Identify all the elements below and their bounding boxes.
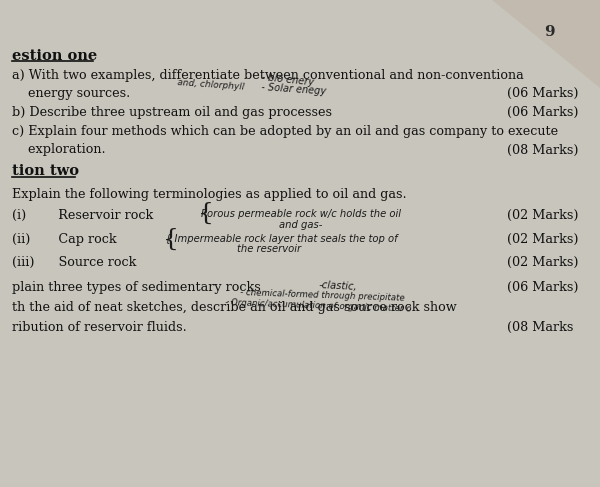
Text: - bio enery: - bio enery — [261, 72, 314, 88]
Text: { Impermeable rock layer that seals the top of: { Impermeable rock layer that seals the … — [165, 234, 398, 244]
Text: c) Explain four methods which can be adopted by an oil and gas company to execut: c) Explain four methods which can be ado… — [12, 125, 558, 138]
Text: and, chlorphyll: and, chlorphyll — [177, 78, 245, 92]
Text: plain three types of sedimentary rocks: plain three types of sedimentary rocks — [12, 281, 261, 294]
Text: - chemical-formed through precipitate: - chemical-formed through precipitate — [240, 288, 405, 303]
Text: (06 Marks): (06 Marks) — [507, 281, 578, 294]
Text: -clastic,: -clastic, — [318, 280, 357, 292]
Text: - Solar enegy: - Solar enegy — [261, 82, 326, 97]
Text: (06 Marks): (06 Marks) — [507, 106, 578, 118]
Text: the reservoir: the reservoir — [237, 244, 301, 254]
Text: (02 Marks): (02 Marks) — [507, 256, 578, 268]
Text: estion one: estion one — [12, 49, 97, 62]
Text: (06 Marks): (06 Marks) — [507, 87, 578, 100]
Text: energy sources.: energy sources. — [12, 87, 130, 100]
Text: {: { — [198, 202, 214, 225]
Text: (02 Marks): (02 Marks) — [507, 233, 578, 246]
Text: - Organic/accumulation of organic matter o: - Organic/accumulation of organic matter… — [225, 298, 412, 313]
Text: exploration.: exploration. — [12, 144, 106, 156]
Text: Porous permeable rock w/c holds the oil: Porous permeable rock w/c holds the oil — [201, 209, 401, 219]
Polygon shape — [492, 0, 600, 88]
Text: (02 Marks): (02 Marks) — [507, 209, 578, 222]
Text: and gas-: and gas- — [279, 220, 322, 230]
Text: {: { — [163, 228, 179, 251]
Text: Explain the following terminologies as applied to oil and gas.: Explain the following terminologies as a… — [12, 188, 407, 201]
Text: (08 Marks): (08 Marks) — [507, 144, 578, 156]
Text: (ii)       Cap rock: (ii) Cap rock — [12, 233, 116, 246]
Text: (iii)      Source rock: (iii) Source rock — [12, 256, 136, 268]
Text: 9: 9 — [544, 25, 554, 38]
Text: a) With two examples, differentiate between conventional and non-conventiona: a) With two examples, differentiate betw… — [12, 69, 524, 82]
Text: (i)        Reservoir rock: (i) Reservoir rock — [12, 209, 153, 222]
Text: tion two: tion two — [12, 165, 79, 178]
Text: th the aid of neat sketches, describe an oil and gas source rock show: th the aid of neat sketches, describe an… — [12, 301, 457, 314]
Text: ribution of reservoir fluids.: ribution of reservoir fluids. — [12, 321, 187, 334]
Text: b) Describe three upstream oil and gas processes: b) Describe three upstream oil and gas p… — [12, 106, 332, 118]
Text: (08 Marks: (08 Marks — [507, 321, 574, 334]
